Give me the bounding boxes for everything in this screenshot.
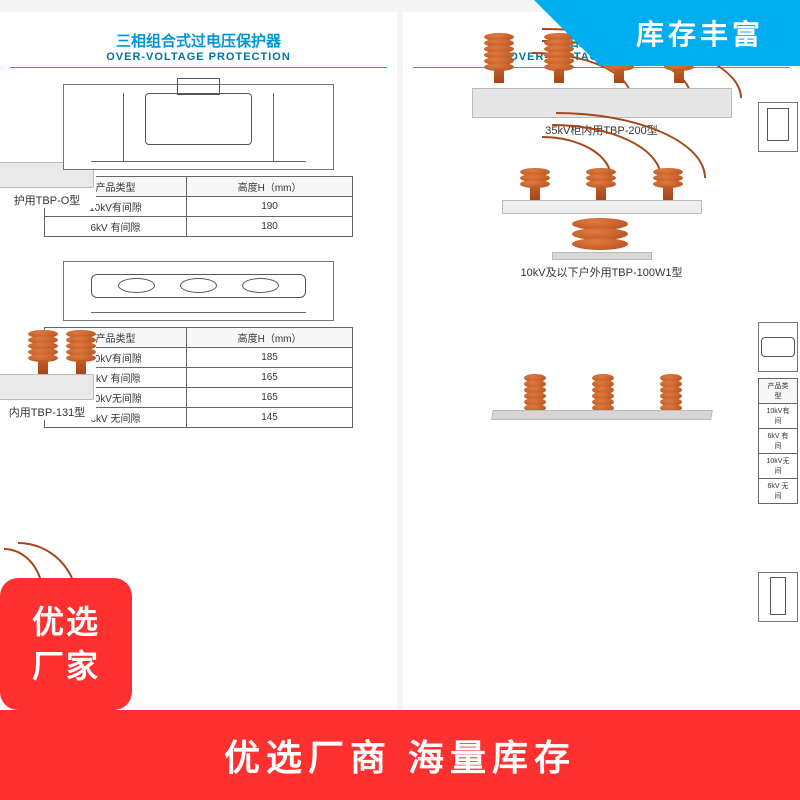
arrester-icon — [28, 330, 58, 374]
tech-diagram — [758, 322, 798, 372]
footer-text: 优选厂商 海量库存 — [224, 729, 576, 781]
td: 6kV 有间隙 — [44, 217, 186, 237]
bottom-flange — [552, 252, 652, 260]
td: 185 — [187, 348, 353, 368]
td: 190 — [187, 197, 353, 217]
th: 产品类型 — [759, 379, 798, 404]
td: 10kV无间 — [759, 454, 798, 479]
next-col-peek — [758, 102, 798, 158]
badge-preferred-factory: 优选 厂家 — [0, 578, 132, 710]
td: 6kV 有间 — [759, 429, 798, 454]
arrester-icon — [592, 374, 614, 410]
td: 180 — [187, 217, 353, 237]
badge-text: 库存丰富 — [636, 13, 764, 53]
td: 165 — [187, 368, 353, 388]
next-col-peek: 产品类型 10kV有间 6kV 有间 10kV无间 6kV 无间 — [758, 322, 798, 504]
next-col-peek — [758, 572, 798, 628]
tech-diagram — [758, 572, 798, 622]
td: 6kV 无间 — [759, 479, 798, 504]
badge-text-line2: 厂家 — [32, 644, 100, 688]
arrester-icon — [524, 374, 546, 410]
td: 145 — [187, 408, 353, 428]
arrester-icon — [660, 374, 682, 410]
arrester-icon — [653, 168, 683, 200]
insulator-stack — [572, 218, 632, 250]
tech-diagram — [63, 261, 334, 321]
th: 高度H（mm） — [187, 328, 353, 348]
top-bar — [502, 200, 702, 214]
product-tbp-100w1: 10kV及以下户外用TBP-100W1型 — [413, 168, 790, 280]
product-photo-tbp-131: 内用TBP-131型 — [0, 330, 96, 420]
tech-diagram — [63, 84, 334, 170]
base-rack — [472, 88, 732, 118]
photo-caption: 护用TBP-O型 — [0, 192, 96, 208]
th: 高度H（mm） — [187, 177, 353, 197]
product-triplet-rail — [413, 310, 790, 420]
col-title-en: OVER-VOLTAGE PROTECTION — [10, 51, 387, 68]
td: 10kV有间 — [759, 404, 798, 429]
arrester-icon — [520, 168, 550, 200]
badge-stock-rich: 库存丰富 — [600, 0, 800, 66]
spec-table: 产品类型 10kV有间 6kV 有间 10kV无间 6kV 无间 — [758, 378, 798, 504]
base-block — [0, 374, 94, 400]
arrester-icon — [66, 330, 96, 374]
td: 165 — [187, 388, 353, 408]
photo-caption: 内用TBP-131型 — [0, 404, 96, 420]
col-title-cn: 三相组合式过电压保护器 — [10, 30, 387, 51]
arrester-icon — [484, 33, 514, 88]
catalog-col-mid: 三相组合式过电 OVER-VOLTAGE PROTECTION 35kV柜内用T… — [403, 12, 800, 712]
mounting-rail — [491, 410, 713, 420]
spec-section-1: 产品类型高度H（mm） 10kV有间隙190 6kV 有间隙180 — [10, 84, 387, 237]
arrester-icon — [586, 168, 616, 200]
badge-text-line1: 优选 — [32, 600, 100, 644]
tech-diagram — [758, 102, 798, 152]
footer-banner: 优选厂商 海量库存 — [0, 710, 800, 800]
photo-caption: 10kV及以下户外用TBP-100W1型 — [413, 264, 790, 280]
